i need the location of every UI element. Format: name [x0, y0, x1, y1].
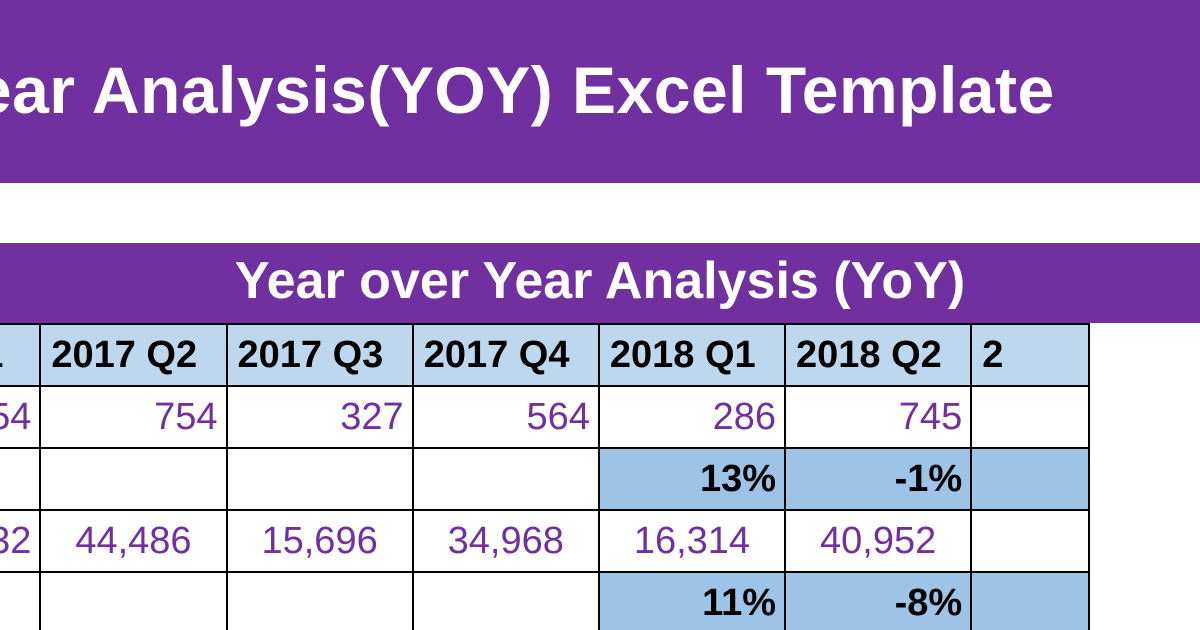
table-row: 254 754 327 564 286 745	[0, 385, 1090, 449]
table-title-bar: Year over Year Analysis (YoY)	[0, 243, 1200, 323]
table-row: 13% -1%	[0, 447, 1090, 511]
table-cell[interactable]: 564	[411, 385, 600, 449]
banner-title: Year Analysis(YOY) Excel Template	[0, 53, 1055, 127]
table-cell[interactable]	[411, 571, 600, 630]
table-cell[interactable]	[411, 447, 600, 511]
table-cell[interactable]: 754	[39, 385, 228, 449]
table-cell[interactable]	[39, 571, 228, 630]
table-cell[interactable]	[39, 447, 228, 511]
title-banner: Year Analysis(YOY) Excel Template	[0, 0, 1200, 183]
table-cell[interactable]: ,732	[0, 509, 42, 573]
column-header[interactable]: 2017 Q3	[225, 323, 414, 387]
table-cell[interactable]	[0, 571, 42, 630]
yoy-percent-cell[interactable]: 11%	[597, 571, 787, 630]
table-cell[interactable]	[225, 571, 414, 630]
table-cell[interactable]: 286	[597, 385, 787, 449]
table-cell[interactable]: 34,968	[411, 509, 600, 573]
table-row: ,732 44,486 15,696 34,968 16,314 40,952	[0, 509, 1090, 573]
table-cell[interactable]: 40,952	[784, 509, 973, 573]
yoy-percent-cell[interactable]: -1%	[784, 447, 973, 511]
column-header[interactable]: 2018 Q2	[784, 323, 973, 387]
table-cell[interactable]: 15,696	[225, 509, 414, 573]
yoy-sheet: Year over Year Analysis (YoY) Q1 2017 Q2…	[0, 243, 1200, 630]
column-header[interactable]: 2017 Q4	[411, 323, 600, 387]
column-header[interactable]: 2017 Q2	[39, 323, 228, 387]
table-cell[interactable]: 16,314	[597, 509, 787, 573]
table-cell[interactable]	[0, 447, 42, 511]
column-header[interactable]: 2	[970, 323, 1090, 387]
yoy-percent-cell[interactable]	[970, 571, 1090, 630]
yoy-percent-cell[interactable]	[970, 447, 1090, 511]
header-row: Q1 2017 Q2 2017 Q3 2017 Q4 2018 Q1 2018 …	[0, 323, 1090, 387]
table-row: 11% -8%	[0, 571, 1090, 630]
yoy-table: Q1 2017 Q2 2017 Q3 2017 Q4 2018 Q1 2018 …	[0, 323, 1090, 630]
column-header[interactable]: 2018 Q1	[597, 323, 787, 387]
yoy-percent-cell[interactable]: -8%	[784, 571, 973, 630]
table-cell[interactable]: 254	[0, 385, 42, 449]
table-cell[interactable]: 44,486	[39, 509, 228, 573]
table-title: Year over Year Analysis (YoY)	[234, 252, 966, 310]
yoy-percent-cell[interactable]: 13%	[597, 447, 787, 511]
table-cell[interactable]	[970, 385, 1090, 449]
table-cell[interactable]: 745	[784, 385, 973, 449]
table-cell[interactable]: 327	[225, 385, 414, 449]
column-header[interactable]: Q1	[0, 323, 42, 387]
table-cell[interactable]	[225, 447, 414, 511]
table-cell[interactable]	[970, 509, 1090, 573]
